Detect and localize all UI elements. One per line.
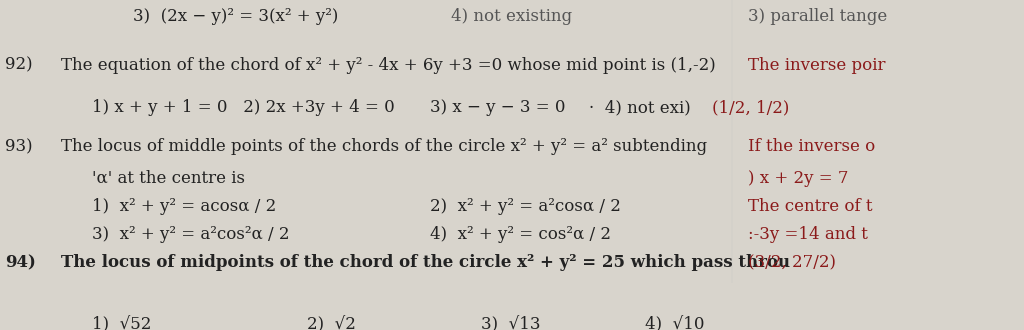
Text: The centre of t: The centre of t — [748, 198, 872, 215]
Text: 4) not existing: 4) not existing — [451, 9, 571, 25]
Text: 93): 93) — [5, 138, 33, 155]
Text: 4)  x² + y² = cos²α / 2: 4) x² + y² = cos²α / 2 — [430, 226, 611, 243]
Text: The equation of the chord of x² + y² - 4x + 6y +3 =0 whose mid point is (1,-2): The equation of the chord of x² + y² - 4… — [61, 56, 716, 74]
Text: The inverse poir: The inverse poir — [748, 56, 885, 74]
Text: The locus of middle points of the chords of the circle x² + y² = a² subtending: The locus of middle points of the chords… — [61, 138, 708, 155]
Text: 2)  √2: 2) √2 — [307, 316, 356, 330]
Text: 3)  √13: 3) √13 — [481, 316, 541, 330]
Text: ) x + 2y = 7: ) x + 2y = 7 — [748, 170, 848, 186]
Text: If the inverse o: If the inverse o — [748, 138, 874, 155]
Text: 94): 94) — [5, 254, 36, 271]
Text: 1)  x² + y² = acosα / 2: 1) x² + y² = acosα / 2 — [92, 198, 276, 215]
Text: (3/2, 27/2): (3/2, 27/2) — [748, 254, 836, 271]
Text: 'α' at the centre is: 'α' at the centre is — [92, 170, 245, 186]
Text: 1) x + y + 1 = 0   2) 2x +3y + 4 = 0: 1) x + y + 1 = 0 2) 2x +3y + 4 = 0 — [92, 99, 395, 116]
Text: 3)  x² + y² = a²cos²α / 2: 3) x² + y² = a²cos²α / 2 — [92, 226, 290, 243]
Text: 3) x − y − 3 = 0: 3) x − y − 3 = 0 — [430, 99, 565, 116]
Text: 92): 92) — [5, 56, 33, 74]
Text: 2)  x² + y² = a²cosα / 2: 2) x² + y² = a²cosα / 2 — [430, 198, 621, 215]
Text: 3) parallel tange: 3) parallel tange — [748, 9, 887, 25]
Text: 3)  (2x − y)² = 3(x² + y²): 3) (2x − y)² = 3(x² + y²) — [133, 9, 339, 25]
Text: 1)  √52: 1) √52 — [92, 316, 152, 330]
Text: (1/2, 1/2): (1/2, 1/2) — [712, 99, 790, 116]
Text: 4)  √10: 4) √10 — [645, 316, 705, 330]
Text: :-3y =14 and t: :-3y =14 and t — [748, 226, 867, 243]
Text: fixed point (4, 6) is a circle .The radius of that circle is: fixed point (4, 6) is a circle .The radi… — [61, 282, 572, 300]
Text: ·  4) not exi): · 4) not exi) — [589, 99, 690, 116]
Text: The locus of midpoints of the chord of the circle x² + y² = 25 which pass throu: The locus of midpoints of the chord of t… — [61, 254, 791, 271]
Text: The minimun: The minimun — [748, 282, 858, 300]
